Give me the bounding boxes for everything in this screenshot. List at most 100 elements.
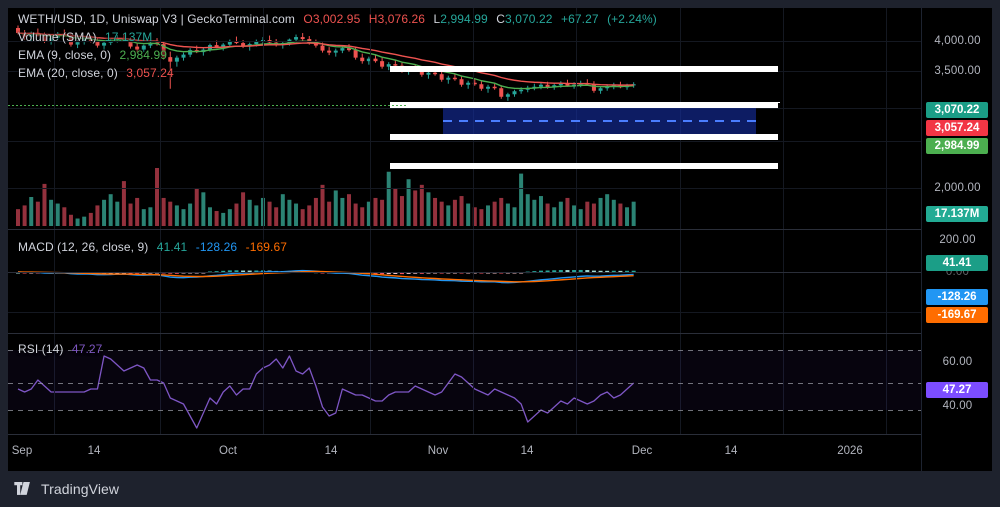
macd-line-badge[interactable]: -128.26 xyxy=(926,289,988,305)
time-tick-label: 14 xyxy=(520,445,534,457)
macd-signal-badge[interactable]: -169.67 xyxy=(926,307,988,323)
time-tick-label: 2026 xyxy=(837,445,863,457)
ohlc-low-label: L xyxy=(433,12,441,26)
gridline-v xyxy=(680,230,681,334)
gridline-v xyxy=(783,230,784,334)
gridline-v xyxy=(370,8,371,230)
gridline-v xyxy=(680,334,681,435)
ema20-legend-label: EMA (20, close, 0) xyxy=(18,66,118,80)
price-axis[interactable]: 4,000.00 3,500.00 2,000.00 200.00 3,070.… xyxy=(921,8,992,471)
gridline-v xyxy=(263,8,264,230)
gridline-v xyxy=(886,8,887,230)
drawn-hline-1[interactable] xyxy=(390,66,778,72)
gridline-v xyxy=(370,334,371,435)
gridline-v xyxy=(783,8,784,230)
time-tick-label: Nov xyxy=(427,445,449,457)
ohlc-low: 2,994.99 xyxy=(440,12,488,26)
ema20-price-badge[interactable]: 3,057.24 xyxy=(926,120,988,136)
time-tick-label: 14 xyxy=(724,445,738,457)
volume-badge[interactable]: 17.137M xyxy=(926,206,988,222)
symbol-name: WETH/USD xyxy=(18,12,83,26)
rsi-lower-band-line xyxy=(8,410,921,411)
macd-hist-legend-value: 41.41 xyxy=(156,240,188,254)
gridline-v xyxy=(263,334,264,435)
ohlc-close: 3,070.22 xyxy=(505,12,553,26)
gridline-v xyxy=(160,8,161,230)
legend-ema9[interactable]: EMA (9, close, 0) 2,984.99 xyxy=(18,48,167,62)
price-tick-2000: 2,000.00 xyxy=(934,182,981,194)
rsi-tick-60: 60.00 xyxy=(942,356,973,368)
rsi-legend-value: 47.27 xyxy=(71,342,103,356)
rsi-pane[interactable]: RSI (14) 47.27 xyxy=(8,334,921,435)
volume-legend-label: Volume (SMA) xyxy=(18,30,97,44)
drawn-zone-midline[interactable] xyxy=(443,120,756,122)
ohlc-high: 3,076.26 xyxy=(377,12,426,26)
time-axis[interactable]: Sep 14 Oct 14 Nov 14 Dec 14 2026 xyxy=(8,435,992,471)
price-tick-200: 200.00 xyxy=(939,234,976,246)
pane-separator-rsi-time[interactable] xyxy=(8,434,921,435)
legend-macd[interactable]: MACD (12, 26, close, 9) 41.41 -128.26 -1… xyxy=(18,240,287,254)
gridline xyxy=(8,141,921,142)
ema9-price-badge[interactable]: 2,984.99 xyxy=(926,138,988,154)
drawn-dotted-line[interactable] xyxy=(398,102,780,103)
gridline-v xyxy=(886,334,887,435)
drawn-hline-4[interactable] xyxy=(390,163,778,169)
rsi-value-badge[interactable]: 47.27 xyxy=(926,382,988,398)
price-pane[interactable]: WETH/USD, 1D, Uniswap V3 | GeckoTerminal… xyxy=(8,8,921,230)
legend-separator: | xyxy=(180,12,184,26)
pane-separator-macd-rsi[interactable] xyxy=(8,333,921,334)
gridline-v xyxy=(473,334,474,435)
legend-symbol[interactable]: WETH/USD, 1D, Uniswap V3 | GeckoTerminal… xyxy=(18,12,657,26)
gridline-v xyxy=(160,334,161,435)
ema20-legend-value: 3,057.24 xyxy=(126,66,174,80)
gridline-v xyxy=(54,230,55,334)
price-series xyxy=(16,25,636,226)
gridline-v xyxy=(576,230,577,334)
macd-zero-line xyxy=(8,272,921,273)
interval-label: 1D xyxy=(89,12,106,26)
ohlc-change-pct: (+2.24%) xyxy=(607,12,657,26)
ohlc-high-label: H xyxy=(368,12,378,26)
gridline-v xyxy=(473,230,474,334)
drawn-hline-3[interactable] xyxy=(390,134,778,140)
legend-volume[interactable]: Volume (SMA) 17.137M xyxy=(18,30,152,44)
gridline-v xyxy=(263,230,264,334)
time-tick-label: 14 xyxy=(324,445,338,457)
gridline-v xyxy=(783,334,784,435)
gridline-v xyxy=(160,230,161,334)
gridline-v xyxy=(370,230,371,334)
exchange-label: Uniswap V3 xyxy=(112,12,178,26)
drawn-hline-2[interactable] xyxy=(390,102,778,108)
volume-legend-value: 17.137M xyxy=(105,30,153,44)
tradingview-logo-icon xyxy=(14,482,30,495)
legend-rsi[interactable]: RSI (14) 47.27 xyxy=(18,342,102,356)
drawn-dotted-green[interactable] xyxy=(8,105,408,106)
rsi-upper-band-line xyxy=(8,350,921,351)
macd-hist-badge[interactable]: 41.41 xyxy=(926,255,988,271)
macd-line-legend-value: -128.26 xyxy=(195,240,238,254)
time-tick-label: Dec xyxy=(631,445,653,457)
gridline-v xyxy=(886,230,887,334)
price-tick-3500: 3,500.00 xyxy=(934,65,981,77)
macd-pane[interactable]: MACD (12, 26, close, 9) 41.41 -128.26 -1… xyxy=(8,230,921,334)
gridline xyxy=(8,41,921,42)
ohlc-close-label: C xyxy=(496,12,506,26)
gridline-v xyxy=(54,334,55,435)
source-label: GeckoTerminal.com xyxy=(187,12,295,26)
pane-separator-price-macd[interactable] xyxy=(8,229,921,230)
time-tick-label: Sep xyxy=(11,445,33,457)
gridline-v xyxy=(54,8,55,230)
ema9-legend-label: EMA (9, close, 0) xyxy=(18,48,112,62)
gridline xyxy=(8,188,921,189)
last-price-badge[interactable]: 3,070.22 xyxy=(926,102,988,118)
ohlc-open-label: O xyxy=(303,12,313,26)
ohlc-open: 3,002.95 xyxy=(312,12,361,26)
gridline xyxy=(8,312,921,313)
rsi-mid-band-line xyxy=(8,383,921,384)
chart-frame[interactable]: WETH/USD, 1D, Uniswap V3 | GeckoTerminal… xyxy=(8,8,992,471)
rsi-band xyxy=(8,350,921,410)
gridline-v xyxy=(576,334,577,435)
legend-ema20[interactable]: EMA (20, close, 0) 3,057.24 xyxy=(18,66,174,80)
price-tick-4000: 4,000.00 xyxy=(934,35,981,47)
